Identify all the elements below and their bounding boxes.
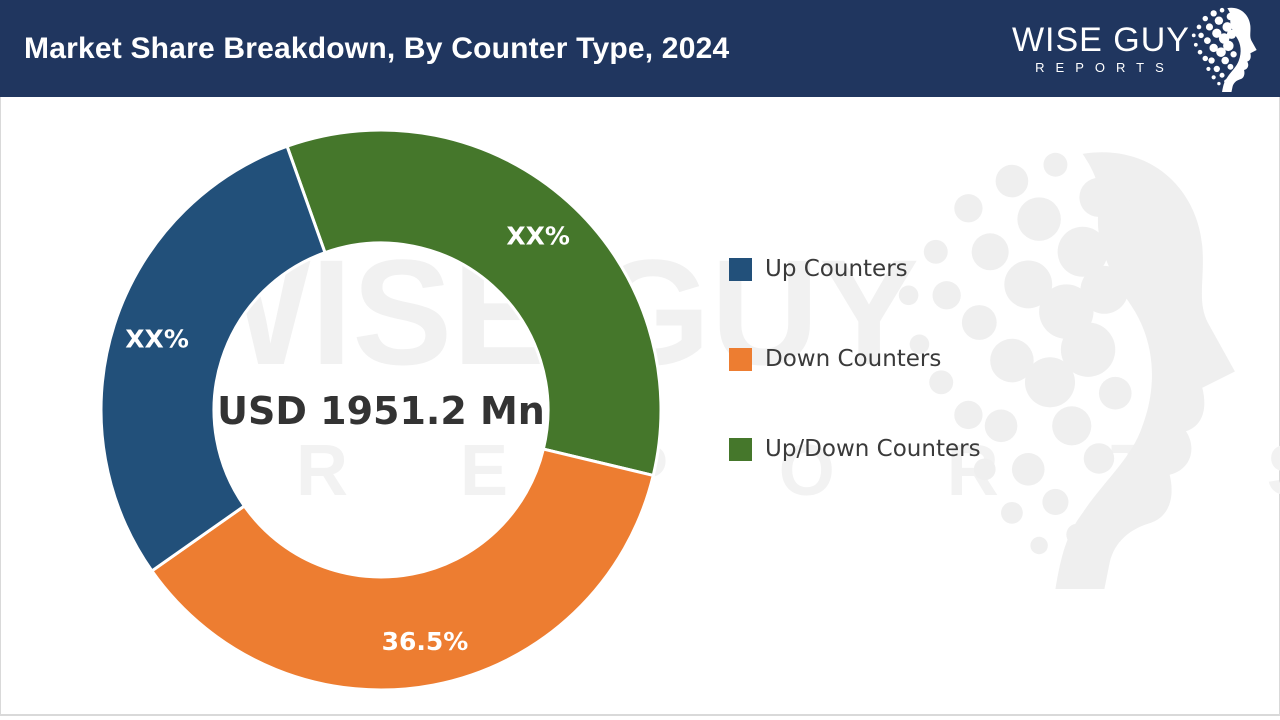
legend-item: Up/Down Counters	[729, 436, 981, 462]
header-bar: Market Share Breakdown, By Counter Type,…	[0, 0, 1280, 97]
segment-label: XX%	[506, 221, 570, 250]
legend-swatch	[729, 257, 752, 281]
donut-segment-up-counters	[99, 144, 327, 574]
legend-item: Up Counters	[729, 256, 981, 282]
page-title: Market Share Breakdown, By Counter Type,…	[24, 31, 730, 65]
logo-wiseguy-label: WISE GUY	[1011, 21, 1190, 59]
legend-label: Up/Down Counters	[765, 436, 981, 462]
segment-label: 36.5%	[382, 627, 469, 656]
logo-face-icon	[1191, 7, 1257, 92]
logo-wordmark: WISE GUY REPORTS	[1012, 23, 1190, 74]
donut-chart: XX% 36.5% XX% USD 1951.2 Mn	[99, 128, 663, 692]
segment-label: XX%	[125, 325, 189, 354]
donut-segment-down-counters	[149, 447, 656, 692]
legend-label: Up Counters	[765, 256, 908, 282]
logo-reports-label: REPORTS	[1035, 60, 1175, 75]
donut-segment-up-down-counters	[285, 128, 663, 478]
legend-item: Down Counters	[729, 346, 981, 372]
chart-panel: WISE GUY R E P O R T S XX% 36.5% XX% USD 19…	[0, 97, 1280, 716]
legend-swatch	[729, 347, 752, 371]
donut-center-value: USD 1951.2 Mn	[217, 389, 545, 433]
wiseguy-logo: WISE GUY REPORTS	[1012, 6, 1258, 92]
legend-label: Down Counters	[765, 346, 942, 372]
legend-swatch	[729, 437, 752, 461]
chart-legend: Up Counters Down Counters Up/Down Counte…	[729, 256, 981, 527]
